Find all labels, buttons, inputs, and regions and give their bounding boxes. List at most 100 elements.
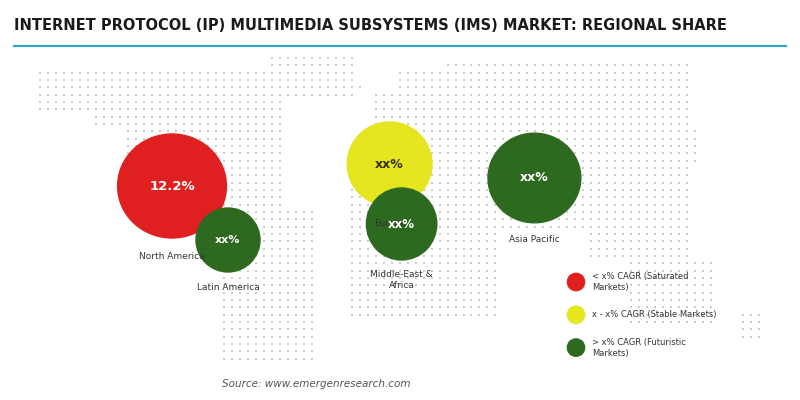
Point: [409, 165, 422, 171]
Point: [370, 312, 382, 318]
Point: [497, 128, 510, 134]
Point: [202, 172, 214, 178]
Point: [234, 238, 246, 244]
Point: [425, 194, 438, 200]
Point: [130, 92, 142, 98]
Point: [274, 275, 286, 281]
Point: [234, 128, 246, 134]
Point: [665, 275, 678, 281]
Point: [649, 99, 662, 105]
Point: [433, 180, 446, 186]
Point: [425, 312, 438, 318]
Point: [593, 194, 606, 200]
Point: [569, 194, 582, 200]
Point: [681, 150, 694, 156]
Point: [234, 290, 246, 296]
Point: [218, 356, 230, 362]
Point: [489, 136, 502, 142]
Point: [457, 136, 470, 142]
Point: [170, 84, 182, 90]
Point: [425, 180, 438, 186]
Point: [266, 172, 278, 178]
Point: [457, 275, 470, 281]
Point: [601, 158, 614, 164]
Point: [282, 282, 294, 288]
Point: [473, 290, 486, 296]
Point: [354, 216, 366, 222]
Point: [473, 202, 486, 208]
Point: [481, 246, 494, 252]
Point: [226, 128, 238, 134]
Point: [409, 268, 422, 274]
Point: [242, 326, 254, 332]
Point: [377, 224, 390, 230]
Point: [561, 84, 574, 90]
Point: [625, 194, 638, 200]
Point: [138, 114, 150, 120]
Point: [266, 180, 278, 186]
Point: [282, 209, 294, 215]
Point: [186, 180, 198, 186]
Point: [290, 62, 302, 68]
Point: [250, 172, 262, 178]
Point: [194, 150, 206, 156]
Point: [465, 209, 478, 215]
Point: [545, 77, 558, 83]
Point: [122, 77, 134, 83]
Point: [162, 84, 174, 90]
Point: [234, 150, 246, 156]
Point: [370, 194, 382, 200]
Point: [481, 62, 494, 68]
Point: [681, 92, 694, 98]
Point: [362, 268, 374, 274]
Point: [282, 70, 294, 76]
Point: [561, 216, 574, 222]
Point: [194, 77, 206, 83]
Point: [274, 77, 286, 83]
Point: [553, 84, 566, 90]
Point: [242, 334, 254, 340]
Point: [306, 238, 318, 244]
Point: [521, 180, 534, 186]
Point: [186, 216, 198, 222]
Point: [657, 209, 670, 215]
Point: [553, 209, 566, 215]
Point: [673, 70, 686, 76]
Point: [609, 106, 622, 112]
Point: [338, 62, 350, 68]
Point: [274, 194, 286, 200]
Point: [377, 282, 390, 288]
Point: [82, 92, 94, 98]
Point: [370, 275, 382, 281]
Point: [529, 70, 542, 76]
Point: [106, 99, 118, 105]
Point: [593, 253, 606, 259]
Point: [186, 128, 198, 134]
Point: [593, 114, 606, 120]
Point: [401, 150, 414, 156]
Point: [74, 92, 86, 98]
Point: [553, 143, 566, 149]
Point: [226, 84, 238, 90]
Point: [449, 260, 462, 266]
Point: [170, 143, 182, 149]
Point: [673, 172, 686, 178]
Point: [641, 275, 654, 281]
Point: [234, 268, 246, 274]
Point: [377, 150, 390, 156]
Point: [401, 275, 414, 281]
Point: [433, 231, 446, 237]
Point: [665, 268, 678, 274]
Point: [665, 136, 678, 142]
Point: [601, 92, 614, 98]
Point: [473, 246, 486, 252]
Point: [234, 224, 246, 230]
Point: [641, 194, 654, 200]
Point: [425, 304, 438, 310]
Point: [250, 231, 262, 237]
Point: [433, 114, 446, 120]
Point: [306, 62, 318, 68]
Text: xx%: xx%: [375, 158, 404, 170]
Point: [218, 150, 230, 156]
Point: [130, 150, 142, 156]
